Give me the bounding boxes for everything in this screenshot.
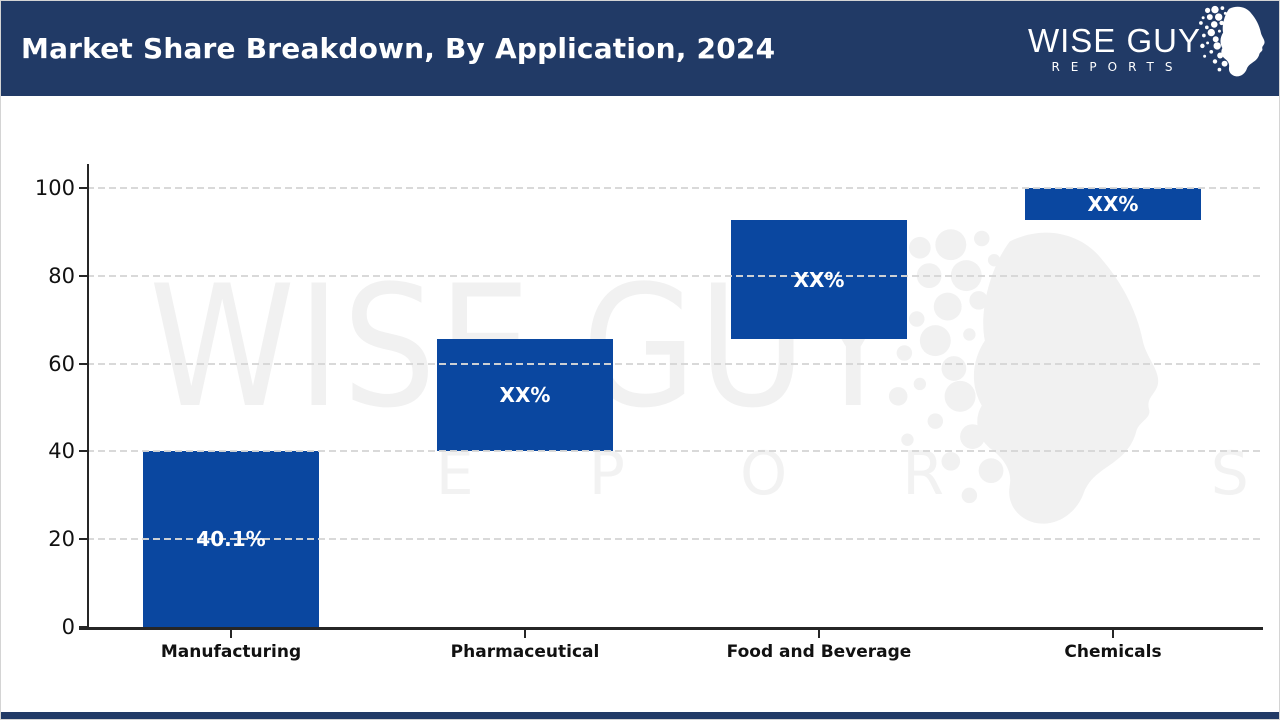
gridline <box>87 450 1263 453</box>
bar-chemicals <box>1025 188 1201 221</box>
gridline <box>87 362 1263 365</box>
header: Market Share Breakdown, By Application, … <box>1 1 1279 96</box>
x-tick-mark <box>230 630 232 638</box>
bar-value-label: XX% <box>793 267 845 292</box>
brand-logo-sub: REPORTS <box>1051 60 1184 74</box>
y-tick-label: 20 <box>48 527 75 552</box>
y-axis-spine <box>87 164 89 630</box>
y-tick-mark <box>79 538 87 541</box>
brand-logo-text: WISE GUY REPORTS <box>1028 24 1201 73</box>
page-title: Market Share Breakdown, By Application, … <box>21 32 776 65</box>
y-tick-mark <box>79 362 87 365</box>
x-tick-mark <box>524 630 526 638</box>
x-axis-spine <box>79 627 1263 630</box>
gridline <box>87 187 1263 189</box>
y-tick-label: 60 <box>48 351 75 376</box>
logo-head-icon <box>1195 4 1269 94</box>
y-tick-mark <box>79 450 87 453</box>
bar-value-label: 40.1% <box>196 526 266 551</box>
y-tick-mark <box>79 187 87 189</box>
x-category-label: Manufacturing <box>160 642 302 662</box>
x-tick-mark <box>1112 630 1114 638</box>
bar-value-label: XX% <box>499 382 551 407</box>
brand-logo: WISE GUY REPORTS <box>1028 4 1269 94</box>
gridline <box>87 274 1263 277</box>
x-category-label: Chemicals <box>1064 642 1162 662</box>
y-tick-label: 80 <box>48 263 75 288</box>
x-tick-mark <box>818 630 820 638</box>
footer-bar <box>1 712 1279 719</box>
bar-food-and-beverage <box>731 220 907 340</box>
y-tick-label: 0 <box>61 615 75 639</box>
y-tick-label: 40 <box>48 439 75 464</box>
gridline <box>87 538 1263 541</box>
bar-value-label: XX% <box>1087 192 1139 217</box>
x-category-label: Pharmaceutical <box>450 642 600 662</box>
bar-pharmaceutical <box>437 339 613 451</box>
watermark-head-icon <box>867 223 1177 583</box>
y-tick-label: 100 <box>34 176 75 200</box>
brand-logo-name: WISE GUY <box>1027 22 1201 59</box>
y-tick-mark <box>79 274 87 277</box>
x-category-label: Food and Beverage <box>726 642 912 662</box>
